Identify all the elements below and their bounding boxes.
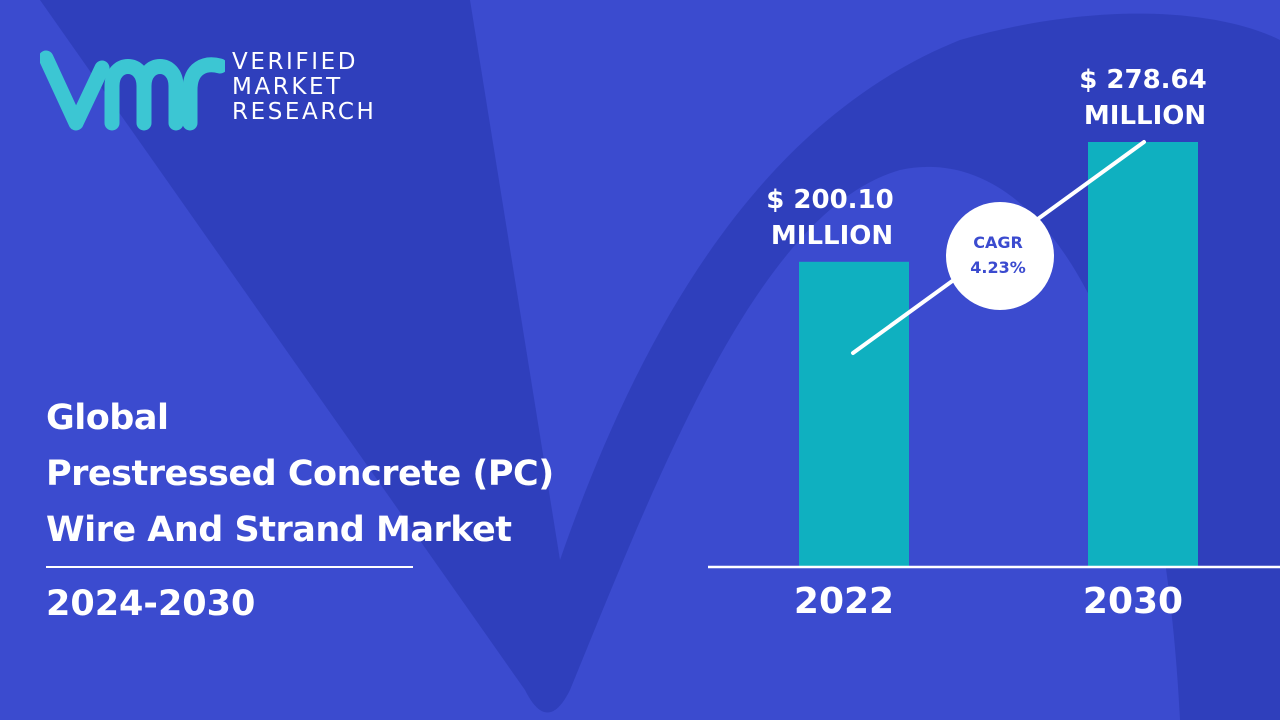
title-line-2: Prestressed Concrete (PC) bbox=[46, 454, 554, 494]
cagr-label: CAGR bbox=[973, 233, 1023, 252]
logo-line-market: MARKET bbox=[232, 74, 343, 100]
title-divider bbox=[46, 566, 413, 568]
logo-wordmark: VERIFIED MARKET RESEARCH bbox=[232, 50, 376, 125]
verified-market-research-logo: VERIFIED MARKET RESEARCH bbox=[40, 48, 400, 138]
title-line-3: Wire And Strand Market bbox=[46, 510, 512, 550]
title-line-1: Global bbox=[46, 398, 169, 438]
bar-2022 bbox=[799, 261, 909, 567]
value-label-2022-unit: MILLION bbox=[771, 221, 893, 251]
forecast-period: 2024-2030 bbox=[46, 584, 256, 624]
value-label-2022-amount: $ 200.10 bbox=[766, 185, 893, 215]
background-v-shape bbox=[40, 0, 1280, 720]
value-label-2030-unit: MILLION bbox=[1084, 101, 1206, 131]
logo-line-research: RESEARCH bbox=[232, 99, 377, 125]
x-tick-label-2022: 2022 bbox=[794, 581, 894, 622]
x-tick-label-2030: 2030 bbox=[1083, 581, 1183, 622]
report-title: Global Prestressed Concrete (PC) Wire An… bbox=[46, 390, 646, 558]
vmr-logo-icon bbox=[40, 50, 225, 131]
value-label-2030-amount: $ 278.64 bbox=[1079, 65, 1206, 95]
logo-line-verified: VERIFIED bbox=[232, 49, 359, 75]
cagr-badge bbox=[946, 202, 1054, 310]
bar-2030 bbox=[1088, 142, 1198, 567]
cagr-value: 4.23% bbox=[970, 258, 1026, 277]
